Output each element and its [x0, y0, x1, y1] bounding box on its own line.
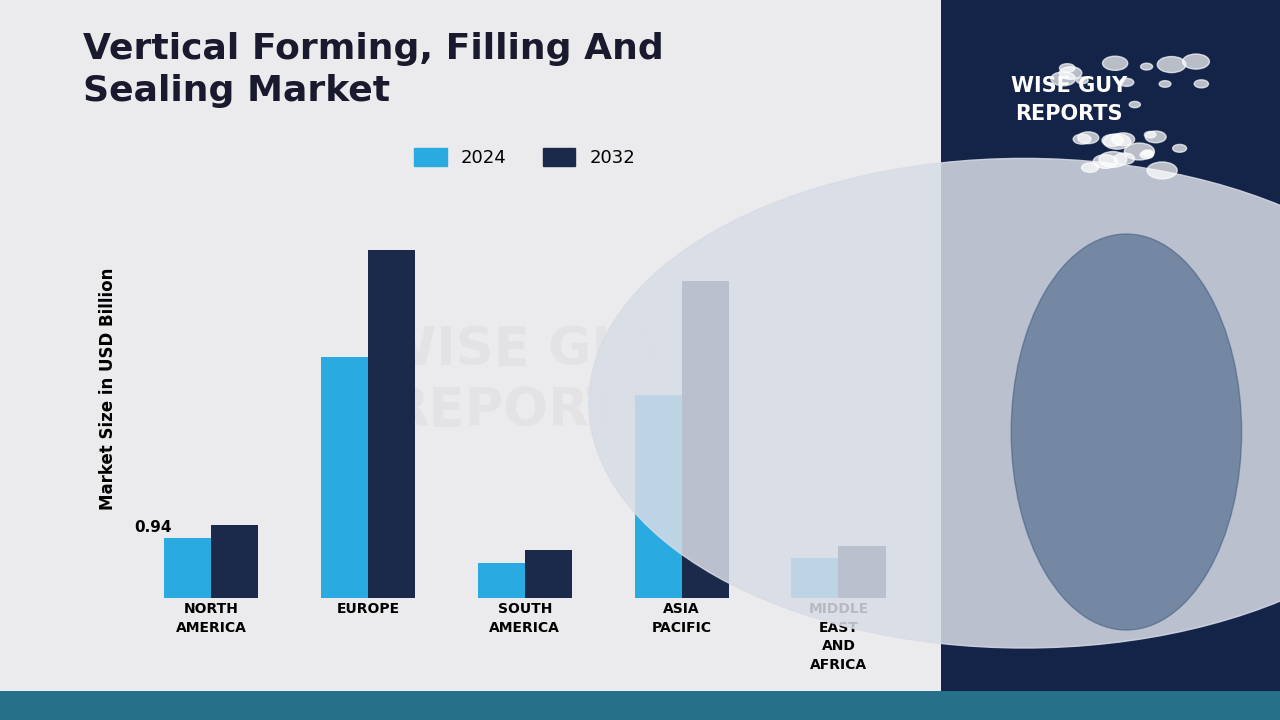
- Bar: [791, 559, 838, 598]
- Legend: 2024, 2032: 2024, 2032: [404, 139, 645, 176]
- Bar: [211, 525, 259, 598]
- Bar: [477, 563, 525, 598]
- Bar: [682, 282, 728, 598]
- Bar: [838, 546, 886, 598]
- Y-axis label: Market Size in USD Billion: Market Size in USD Billion: [99, 268, 116, 510]
- Text: 0.94: 0.94: [134, 520, 172, 535]
- Bar: [321, 357, 367, 598]
- Bar: [525, 550, 572, 598]
- Text: WISE GUY
REPORTS: WISE GUY REPORTS: [1011, 76, 1126, 124]
- Text: Vertical Forming, Filling And
Sealing Market: Vertical Forming, Filling And Sealing Ma…: [83, 32, 664, 109]
- Bar: [367, 250, 415, 598]
- Bar: [164, 538, 211, 598]
- Text: WISE GUY
REPORTS: WISE GUY REPORTS: [378, 324, 672, 436]
- Bar: [635, 395, 682, 598]
